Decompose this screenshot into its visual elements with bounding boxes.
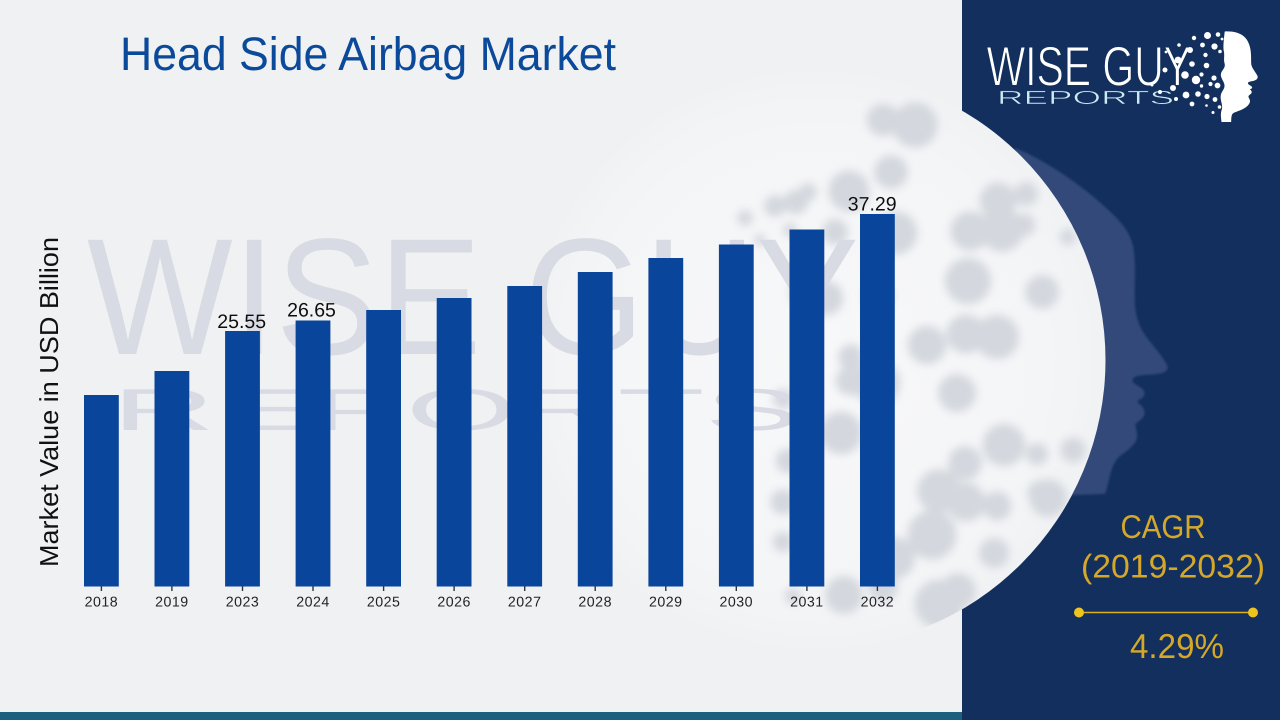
svg-text:2024: 2024 <box>296 594 330 610</box>
svg-text:37.29: 37.29 <box>848 194 897 216</box>
svg-text:25.55: 25.55 <box>217 311 266 333</box>
svg-text:2018: 2018 <box>85 594 119 610</box>
svg-text:2032: 2032 <box>861 594 895 610</box>
svg-text:2030: 2030 <box>720 594 754 610</box>
svg-text:(2019-2032): (2019-2032) <box>1081 548 1265 585</box>
svg-text:4.29%: 4.29% <box>1130 628 1224 666</box>
svg-text:Market Value in USD Billion: Market Value in USD Billion <box>34 237 64 567</box>
svg-text:2025: 2025 <box>367 594 401 610</box>
svg-text:WISE GUY: WISE GUY <box>987 35 1191 98</box>
svg-text:Head Side Airbag Market: Head Side Airbag Market <box>120 27 616 80</box>
svg-text:CAGR: CAGR <box>1121 508 1206 545</box>
svg-text:2029: 2029 <box>649 594 683 610</box>
svg-text:26.65: 26.65 <box>287 300 336 322</box>
svg-text:2023: 2023 <box>226 594 260 610</box>
svg-text:2028: 2028 <box>578 594 612 610</box>
svg-text:REPORTS: REPORTS <box>997 88 1174 109</box>
svg-text:2027: 2027 <box>508 594 542 610</box>
svg-text:2031: 2031 <box>790 594 824 610</box>
svg-text:2026: 2026 <box>437 594 471 610</box>
svg-text:2019: 2019 <box>155 594 189 610</box>
